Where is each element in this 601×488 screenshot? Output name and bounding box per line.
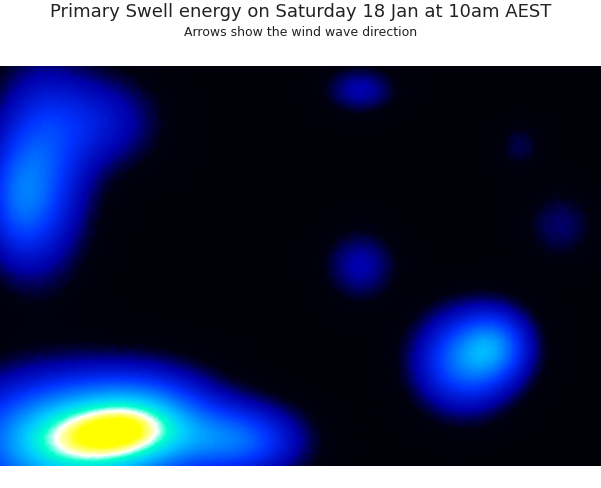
Text: Primary Swell energy on Saturday 18 Jan at 10am AEST: Primary Swell energy on Saturday 18 Jan …: [50, 3, 551, 21]
Text: Arrows show the wind wave direction: Arrows show the wind wave direction: [184, 26, 417, 40]
